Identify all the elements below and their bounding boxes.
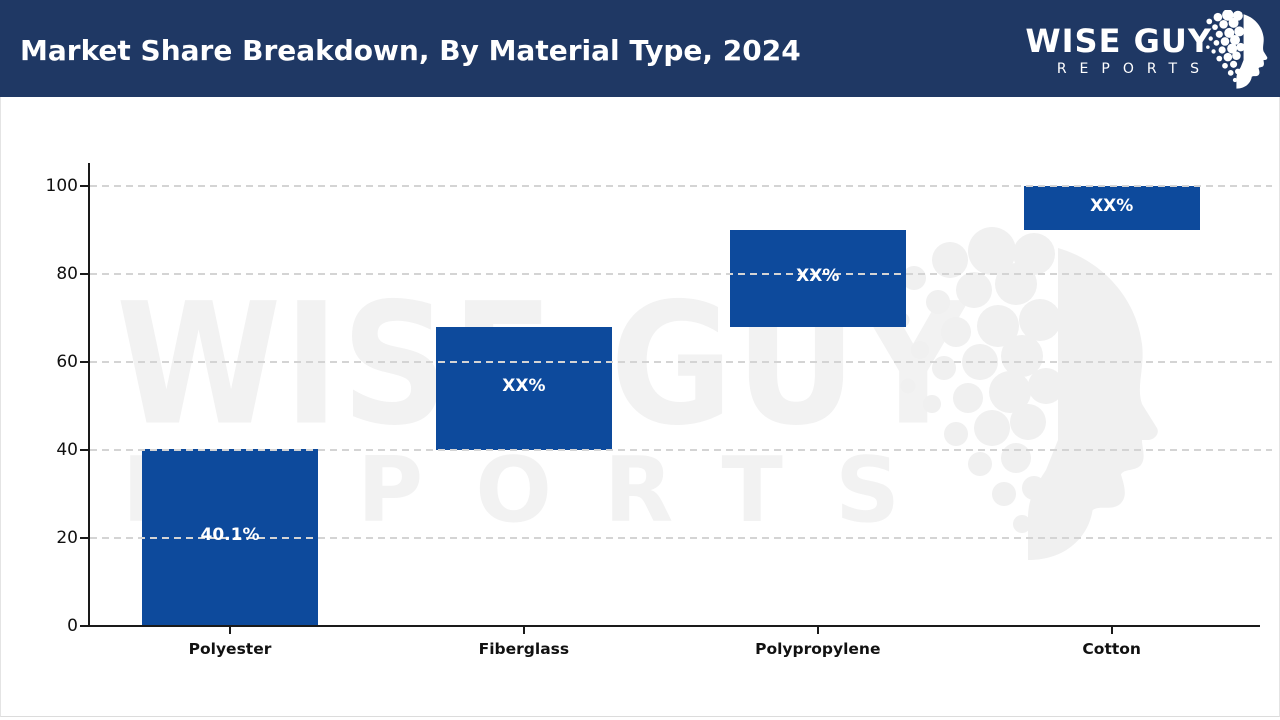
bar-value-label-fiberglass: XX% — [502, 376, 546, 397]
bar-polypropylene — [729, 230, 906, 327]
wise-guy-reports-logo: WISE GUY REPORTS — [1025, 10, 1274, 90]
y-axis-label-80: 80 — [56, 264, 78, 285]
x-axis-label-fiberglass: Fiberglass — [478, 640, 570, 658]
y-tick-100 — [80, 185, 88, 188]
y-tick-60 — [80, 360, 88, 363]
bar-cotton — [1023, 186, 1200, 231]
x-axis-label-cotton: Cotton — [1082, 640, 1141, 658]
y-axis-label-60: 60 — [56, 351, 78, 372]
gridline-80 — [90, 273, 1272, 276]
bar-fiberglass — [435, 326, 612, 450]
watermark-face-icon — [894, 227, 1158, 560]
y-axis-line — [88, 163, 90, 627]
x-tick-cotton — [1110, 627, 1113, 634]
logo-text: WISE GUY REPORTS — [1025, 21, 1212, 78]
gridline-60 — [90, 360, 1272, 363]
logo-wise-guy-text: WISE GUY — [1025, 21, 1212, 60]
x-axis-label-polyester: Polyester — [188, 640, 272, 658]
bar-value-label-polyester: 40.1% — [200, 525, 260, 546]
page-title: Market Share Breakdown, By Material Type… — [20, 34, 801, 67]
x-tick-polypropylene — [816, 627, 819, 634]
y-tick-40 — [80, 448, 88, 451]
gridline-100 — [90, 185, 1272, 188]
y-axis-label-0: 0 — [67, 615, 78, 636]
y-axis-label-40: 40 — [56, 439, 78, 460]
y-tick-0 — [80, 624, 88, 627]
y-axis-label-20: 20 — [56, 527, 78, 548]
bar-value-label-cotton: XX% — [1090, 196, 1134, 217]
y-tick-80 — [80, 273, 88, 276]
x-axis-line — [88, 625, 1260, 627]
y-axis-label-100: 100 — [45, 176, 78, 197]
x-tick-polyester — [229, 627, 231, 634]
title-bar: Market Share Breakdown, By Material Type… — [0, 0, 1280, 97]
gridline-20 — [90, 536, 1272, 539]
x-tick-fiberglass — [522, 627, 525, 634]
bar-value-label-polypropylene: XX% — [796, 266, 840, 287]
gridline-40 — [90, 448, 1272, 451]
logo-reports-text: REPORTS — [1056, 61, 1212, 78]
y-tick-20 — [80, 536, 88, 539]
x-axis-label-polypropylene: Polypropylene — [755, 640, 881, 658]
